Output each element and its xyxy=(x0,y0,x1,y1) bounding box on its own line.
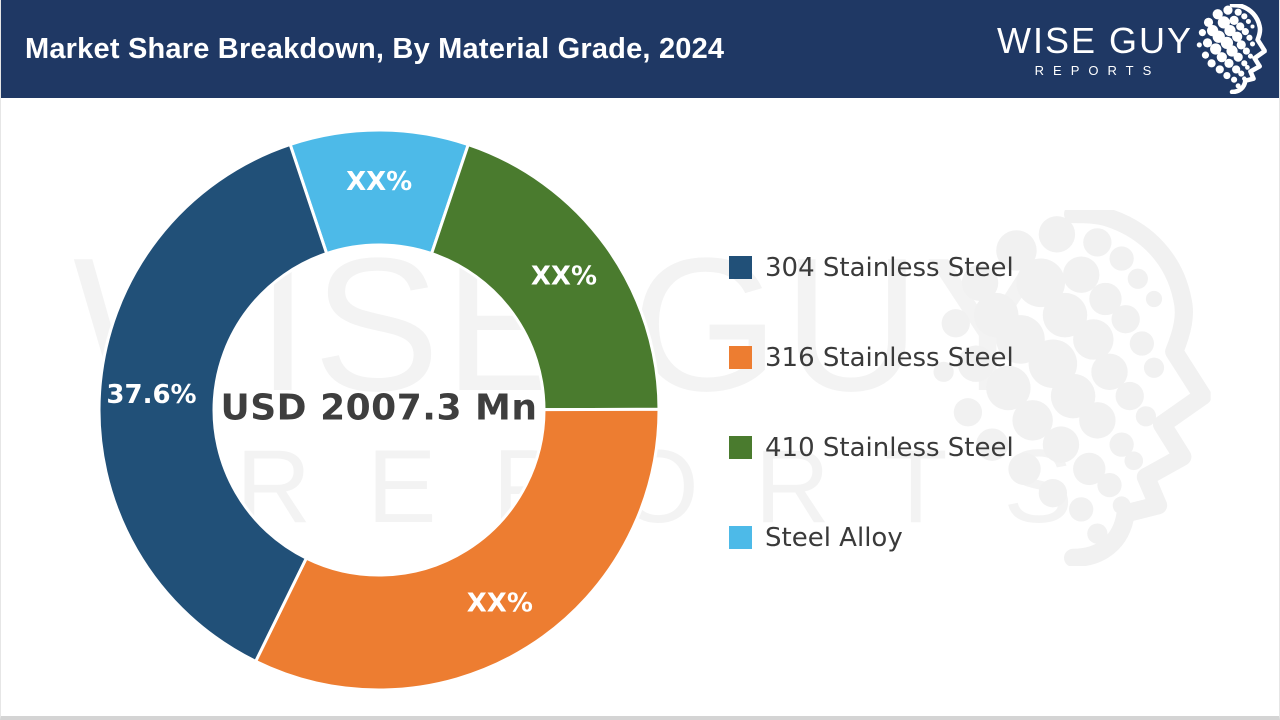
legend-swatch xyxy=(729,256,752,279)
page-title: Market Share Breakdown, By Material Grad… xyxy=(25,32,725,65)
chart-center-value: USD 2007.3 Mn xyxy=(220,387,538,429)
legend-item-steel-alloy[interactable]: Steel Alloy xyxy=(729,522,1014,553)
segment-value-label: XX% xyxy=(467,588,533,618)
logo-head-icon xyxy=(1193,4,1267,94)
legend-label: 316 Stainless Steel xyxy=(765,342,1014,373)
logo-wordmark: WISE GUY xyxy=(996,20,1193,61)
legend-swatch xyxy=(729,436,752,459)
segment-value-label: XX% xyxy=(346,167,412,197)
segment-value-label: 37.6% xyxy=(106,380,196,410)
legend-swatch xyxy=(729,346,752,369)
segment-410-stainless-steel[interactable] xyxy=(430,143,661,412)
segment-316-stainless-steel[interactable] xyxy=(254,407,661,692)
legend-item-304-stainless-steel[interactable]: 304 Stainless Steel xyxy=(729,252,1014,283)
legend-label: 410 Stainless Steel xyxy=(765,432,1014,463)
logo-text: WISE GUY REPORTS xyxy=(997,20,1193,78)
header-bar: Market Share Breakdown, By Material Grad… xyxy=(1,0,1279,98)
legend-label: 304 Stainless Steel xyxy=(765,252,1014,283)
legend-label: Steel Alloy xyxy=(765,522,903,553)
segment-304-stainless-steel[interactable] xyxy=(97,142,329,663)
legend: 304 Stainless Steel 316 Stainless Steel 41… xyxy=(729,252,1014,553)
legend-item-316-stainless-steel[interactable]: 316 Stainless Steel xyxy=(729,342,1014,373)
donut-chart: XX% XX% XX% 37.6% xyxy=(97,128,661,692)
wiseguy-logo: WISE GUY REPORTS xyxy=(997,4,1267,94)
segment-value-label: XX% xyxy=(531,262,597,292)
legend-swatch xyxy=(729,526,752,549)
logo-reports-label: REPORTS xyxy=(1034,63,1161,78)
legend-item-410-stainless-steel[interactable]: 410 Stainless Steel xyxy=(729,432,1014,463)
